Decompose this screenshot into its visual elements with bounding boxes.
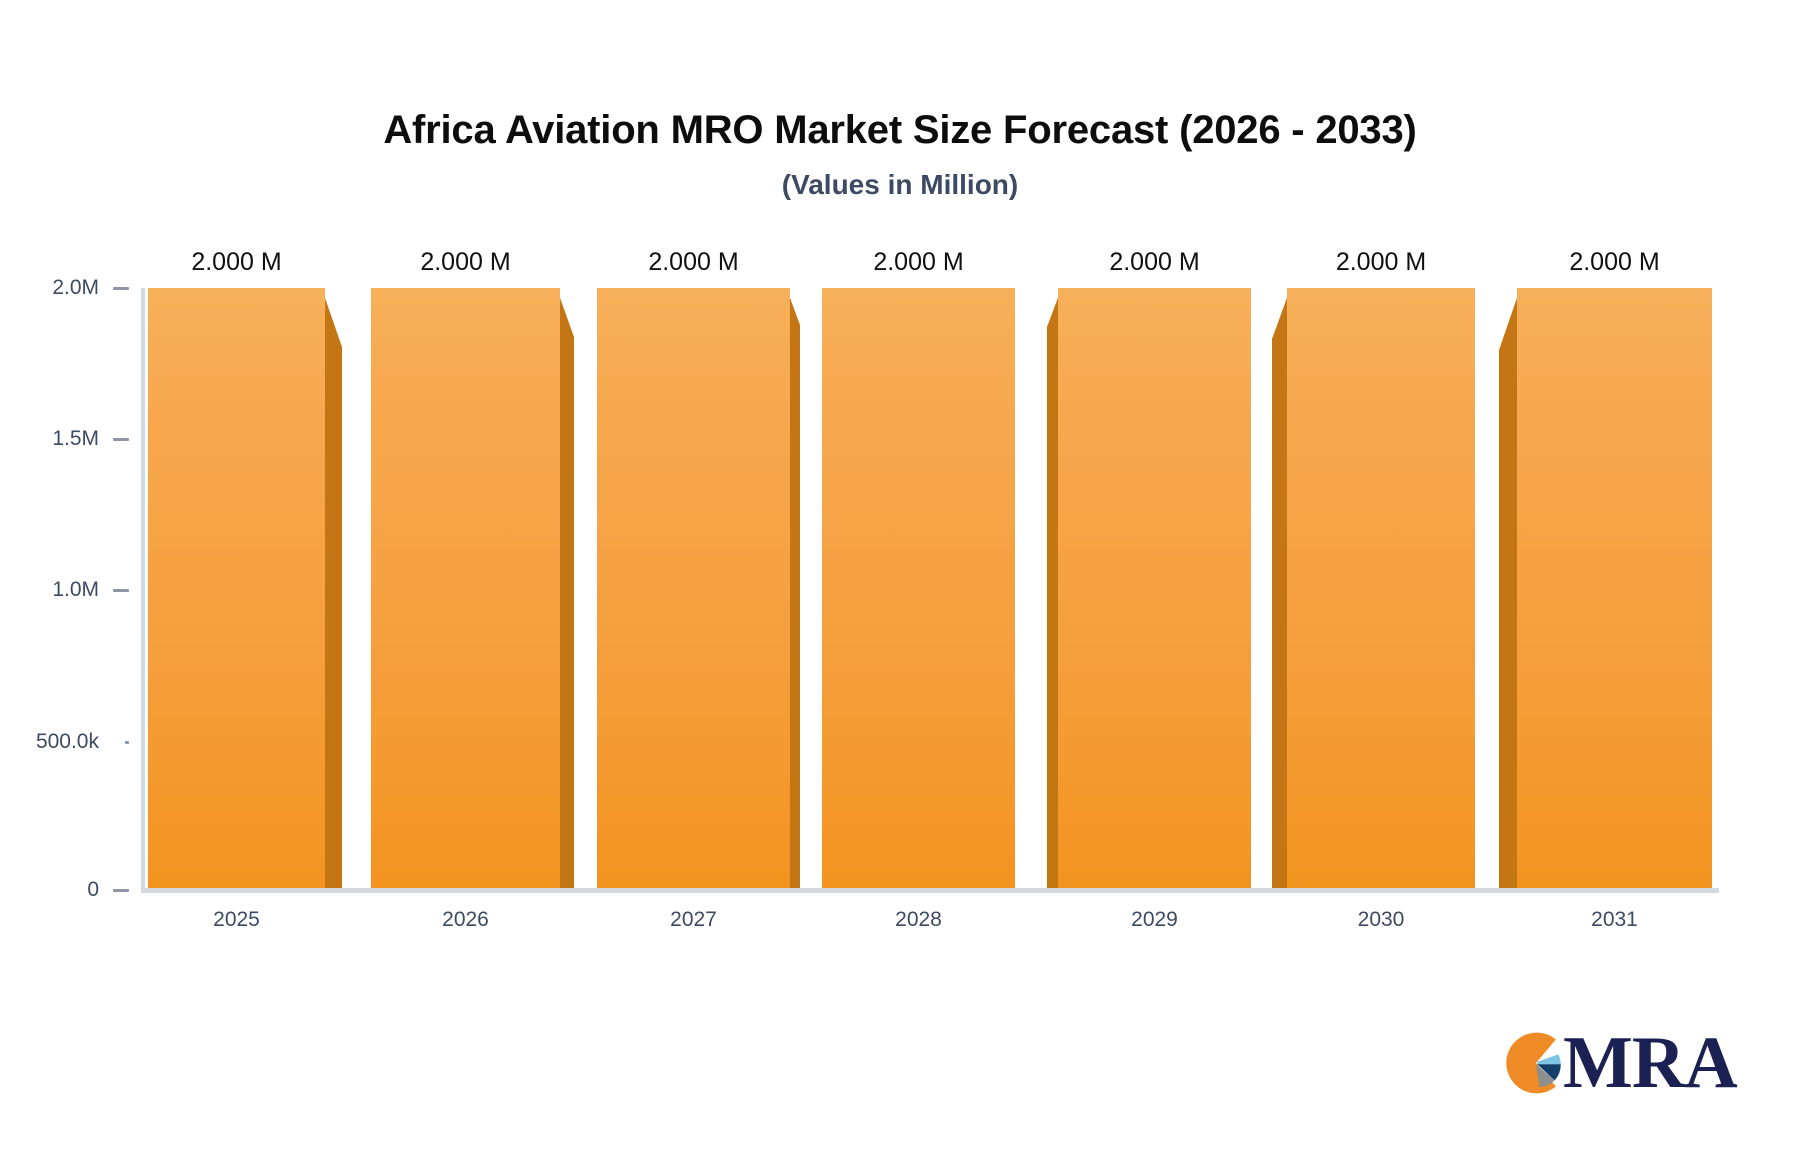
y-tick-mark-icon bbox=[125, 740, 129, 744]
y-axis: 2.0M 1.5M 1.0M 500.0k 0 bbox=[0, 0, 141, 1156]
y-tick-label: 2.0M bbox=[52, 276, 99, 299]
chart-subtitle: (Values in Million) bbox=[781, 169, 1019, 200]
bar-data-label: 2.000 M bbox=[420, 248, 511, 276]
x-tick-label-2029: 2029 bbox=[1131, 908, 1178, 931]
bar-data-label: 2.000 M bbox=[1569, 248, 1660, 276]
logo-wordmark: MRA bbox=[1563, 1021, 1738, 1104]
x-tick-label-2025: 2025 bbox=[213, 908, 260, 931]
bar-front-face bbox=[1517, 288, 1712, 888]
y-tick-label: 1.0M bbox=[52, 578, 99, 601]
bar-data-label: 2.000 M bbox=[1109, 248, 1200, 276]
bar-side-face bbox=[559, 295, 574, 888]
bar-front-face bbox=[148, 288, 325, 888]
y-tick-mark-icon bbox=[113, 888, 129, 892]
y-axis-line bbox=[141, 288, 145, 891]
bar-side-face bbox=[324, 295, 342, 888]
bar-front-face bbox=[1058, 288, 1251, 888]
bar-data-label: 2.000 M bbox=[1335, 248, 1427, 276]
x-tick-label-2027: 2027 bbox=[670, 908, 717, 931]
y-tick-2: 1.0M bbox=[52, 578, 141, 602]
y-tick-label: 500.0k bbox=[35, 730, 99, 753]
y-tick-4: 0 bbox=[87, 878, 141, 902]
mra-logo: MRA bbox=[1505, 1021, 1738, 1104]
bar-front-face bbox=[371, 288, 560, 888]
y-tick-0: 2.0M bbox=[52, 276, 141, 300]
x-axis-line bbox=[141, 888, 1719, 893]
y-tick-mark-icon bbox=[113, 437, 129, 441]
bar-side-face bbox=[1272, 295, 1288, 888]
x-tick-label-2028: 2028 bbox=[895, 908, 942, 931]
y-tick-mark-icon bbox=[113, 286, 129, 290]
y-tick-3: 500.0k bbox=[36, 730, 141, 754]
bar-front-face bbox=[822, 288, 1015, 888]
bar-side-face bbox=[1499, 295, 1518, 888]
bar-data-label: 2.000 M bbox=[191, 248, 282, 276]
pie-chart-icon bbox=[1506, 1032, 1561, 1094]
y-tick-label: 1.5M bbox=[52, 427, 99, 450]
x-tick-label-2031: 2031 bbox=[1591, 908, 1638, 931]
bar-data-label: 2.000 M bbox=[873, 248, 964, 276]
bar-side-face bbox=[1047, 295, 1059, 888]
bar-side-face bbox=[789, 295, 800, 888]
y-tick-1: 1.5M bbox=[52, 427, 141, 451]
y-tick-label: 0 bbox=[87, 878, 99, 901]
x-tick-label-2026: 2026 bbox=[442, 908, 489, 931]
bar-data-label: 2.000 M bbox=[648, 248, 739, 276]
bar-front-face bbox=[597, 288, 790, 888]
y-tick-mark-icon bbox=[113, 588, 129, 592]
x-tick-label-2030: 2030 bbox=[1357, 908, 1405, 931]
bar-front-face bbox=[1287, 288, 1475, 888]
chart-title: Africa Aviation MRO Market Size Forecast… bbox=[383, 108, 1417, 152]
chart-header: Africa Aviation MRO Market Size Forecast… bbox=[0, 108, 1800, 201]
